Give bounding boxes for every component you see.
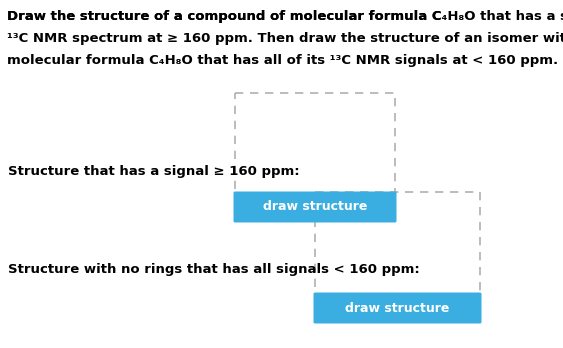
Text: molecular formula C₄H₈O that has all of its ¹³C NMR signals at < 160 ppm.: molecular formula C₄H₈O that has all of …	[7, 54, 558, 67]
FancyBboxPatch shape	[234, 191, 396, 222]
Text: Draw the structure of a compound of molecular formula C: Draw the structure of a compound of mole…	[7, 10, 441, 23]
Bar	[315, 192, 480, 322]
FancyBboxPatch shape	[314, 293, 481, 324]
Text: draw structure: draw structure	[263, 200, 367, 214]
Bar	[235, 93, 395, 221]
Text: ¹³C NMR spectrum at ≥ 160 ppm. Then draw the structure of an isomer with no ring: ¹³C NMR spectrum at ≥ 160 ppm. Then draw…	[7, 32, 563, 45]
Text: Structure that has a signal ≥ 160 ppm:: Structure that has a signal ≥ 160 ppm:	[8, 166, 300, 179]
Text: Structure with no rings that has all signals < 160 ppm:: Structure with no rings that has all sig…	[8, 263, 420, 277]
Text: Draw the structure of a compound of molecular formula C₄H₈O that has a signal in: Draw the structure of a compound of mole…	[7, 10, 563, 23]
Text: draw structure: draw structure	[345, 301, 450, 315]
